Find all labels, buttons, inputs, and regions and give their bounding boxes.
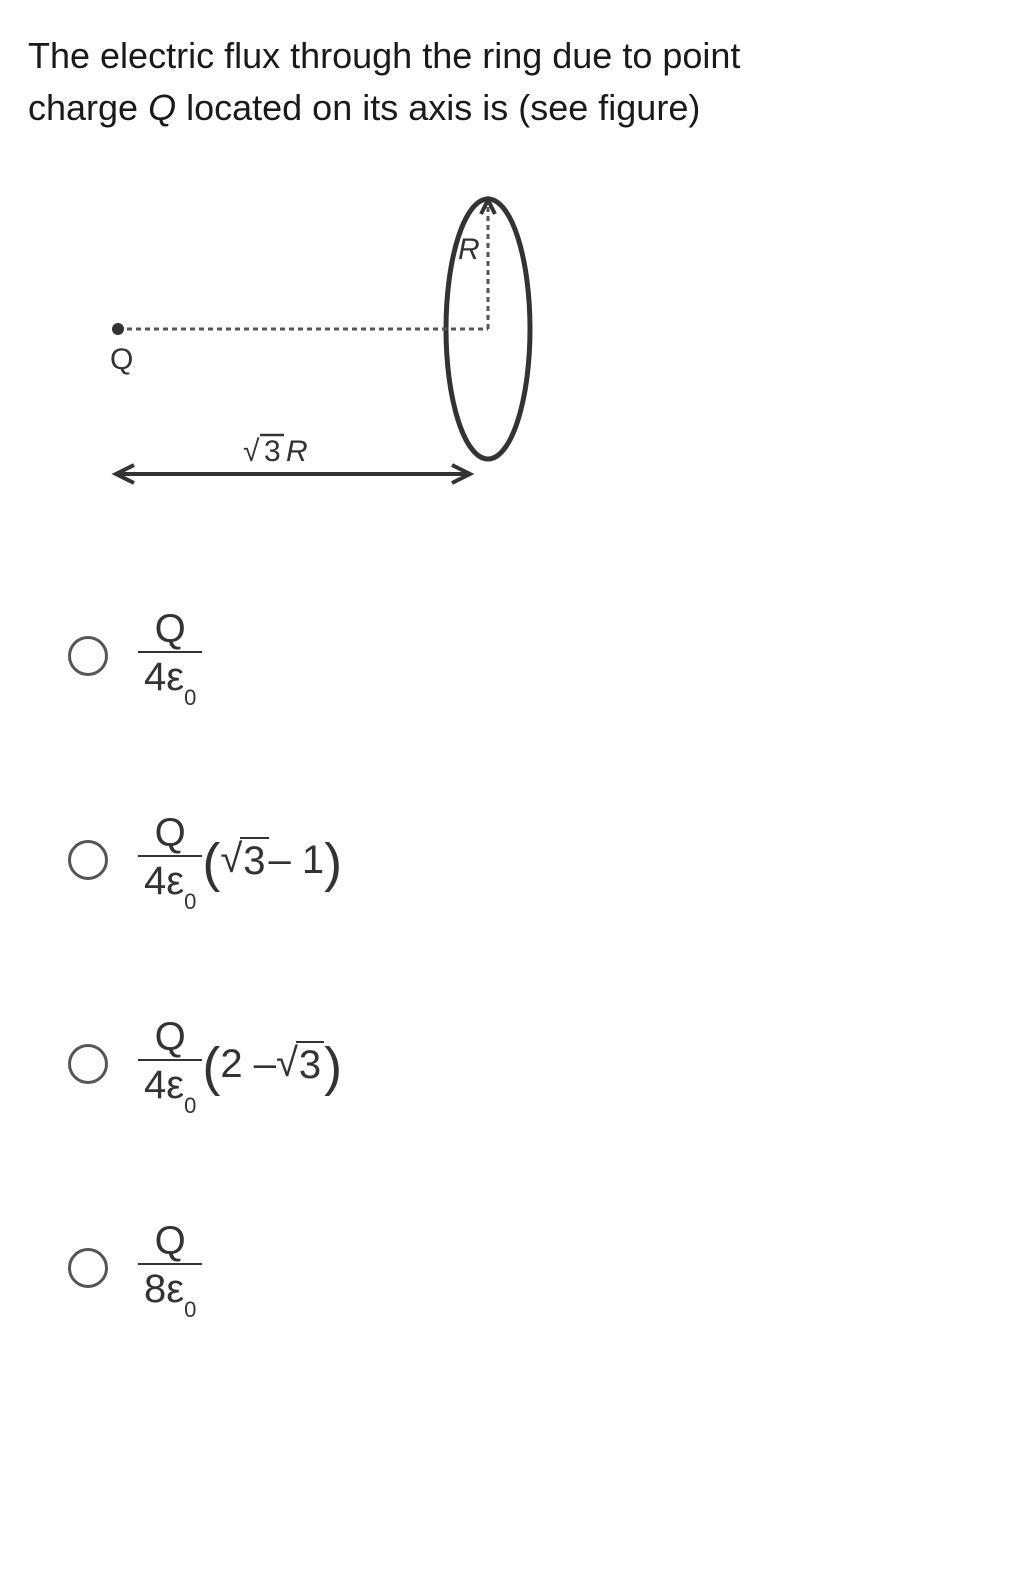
- charge-label: Q: [110, 343, 133, 376]
- formula-d: Q 8ε0: [138, 1221, 202, 1315]
- formula-a: Q 4ε0: [138, 609, 202, 703]
- option-a[interactable]: Q 4ε0: [68, 609, 996, 703]
- question-line1: The electric flux through the ring due t…: [28, 35, 740, 76]
- radio-b[interactable]: [68, 840, 108, 880]
- options-list: Q 4ε0 Q 4ε0 ( √3 – 1 ): [68, 609, 996, 1315]
- formula-c: Q 4ε0 ( 2 – √3 ): [138, 1017, 342, 1111]
- radius-label: R: [458, 233, 480, 266]
- charge-dot: [112, 323, 124, 335]
- option-d[interactable]: Q 8ε0: [68, 1221, 996, 1315]
- figure-svg: R Q √ 3 R: [88, 164, 558, 544]
- option-c[interactable]: Q 4ε0 ( 2 – √3 ): [68, 1017, 996, 1111]
- svg-text:3: 3: [264, 435, 281, 468]
- figure: R Q √ 3 R: [88, 164, 996, 549]
- question-text: The electric flux through the ring due t…: [28, 30, 996, 134]
- svg-text:√: √: [243, 435, 260, 468]
- radio-d[interactable]: [68, 1248, 108, 1288]
- question-variable-q: Q: [148, 87, 176, 128]
- formula-b: Q 4ε0 ( √3 – 1 ): [138, 813, 342, 907]
- question-page: The electric flux through the ring due t…: [0, 0, 1024, 1385]
- question-line2b: located on its axis is (see figure): [176, 87, 700, 128]
- question-line2a: charge: [28, 87, 148, 128]
- radio-a[interactable]: [68, 636, 108, 676]
- option-b[interactable]: Q 4ε0 ( √3 – 1 ): [68, 813, 996, 907]
- radio-c[interactable]: [68, 1044, 108, 1084]
- svg-text:R: R: [286, 435, 308, 468]
- dim-label: √ 3 R: [243, 435, 308, 468]
